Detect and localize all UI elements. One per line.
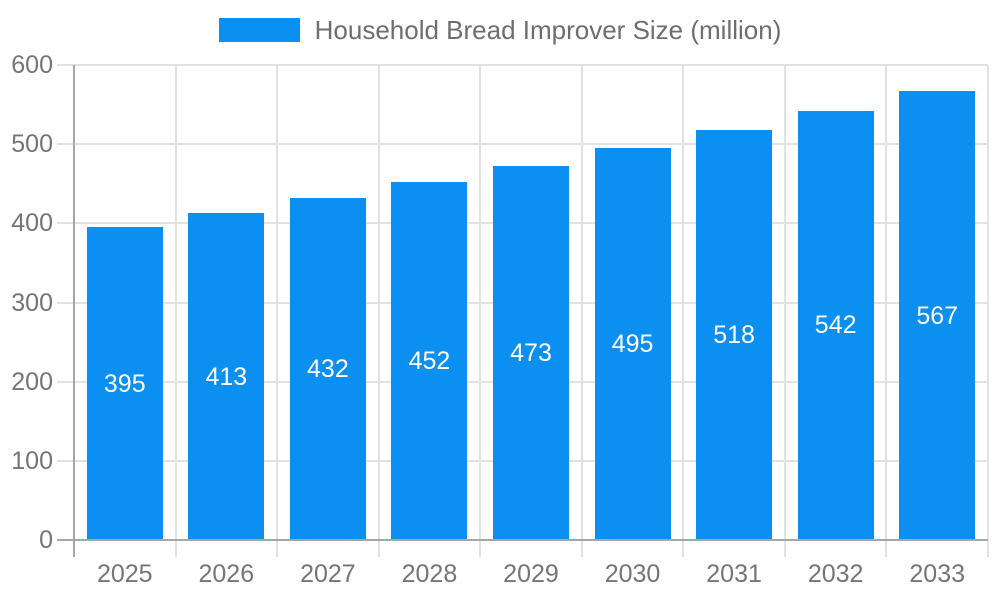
bar-value-label: 518 xyxy=(713,320,755,349)
x-gridline xyxy=(682,65,685,540)
bar-2031[interactable] xyxy=(696,129,773,540)
x-tick xyxy=(580,540,583,557)
x-tick xyxy=(479,540,482,557)
x-tick xyxy=(885,540,888,557)
x-tick-label-2031: 2031 xyxy=(706,560,762,588)
x-gridline xyxy=(479,65,482,540)
legend[interactable]: Household Bread Improver Size (million) xyxy=(0,14,1000,45)
bar-value-label: 395 xyxy=(103,369,146,398)
x-axis-line xyxy=(57,539,988,541)
x-gridline xyxy=(885,65,888,540)
bar-value-label: 413 xyxy=(205,362,248,391)
y-gridline xyxy=(74,64,988,66)
y-axis-line xyxy=(73,65,75,557)
bar-2029[interactable] xyxy=(493,165,569,540)
bar-value-label: 473 xyxy=(510,338,552,367)
bar-value-label: 567 xyxy=(916,301,959,330)
x-gridline xyxy=(174,65,177,540)
bar-2027[interactable] xyxy=(289,198,366,540)
y-tick-label-300: 300 xyxy=(11,288,53,317)
x-tick xyxy=(783,540,786,557)
x-tick-label-2030: 2030 xyxy=(604,560,661,588)
y-tick xyxy=(57,301,74,304)
x-tick-label-2025: 2025 xyxy=(96,560,153,588)
y-tick xyxy=(57,380,74,383)
bar-value-label: 495 xyxy=(611,330,654,359)
y-tick-label-500: 500 xyxy=(11,130,53,159)
y-tick xyxy=(57,459,74,462)
x-gridline xyxy=(783,65,786,540)
x-gridline xyxy=(580,65,583,540)
x-tick xyxy=(276,540,279,557)
x-tick xyxy=(682,540,685,557)
x-tick-label-2029: 2029 xyxy=(503,560,559,588)
x-gridline xyxy=(276,65,279,540)
bar-2026[interactable] xyxy=(188,213,265,540)
x-tick xyxy=(987,540,989,557)
y-tick-label-200: 200 xyxy=(11,367,53,396)
x-tick-label-2026: 2026 xyxy=(198,560,255,588)
y-tick-label-600: 600 xyxy=(11,51,53,79)
bar-2030[interactable] xyxy=(594,148,671,540)
bar-value-label: 452 xyxy=(408,347,451,376)
bar-2025[interactable] xyxy=(86,227,163,540)
y-tick xyxy=(57,143,74,146)
bar-value-label: 432 xyxy=(307,355,349,383)
x-gridline xyxy=(987,65,989,540)
legend-swatch xyxy=(218,18,300,42)
x-gridline xyxy=(377,65,380,540)
x-tick xyxy=(174,540,177,557)
x-tick-label-2032: 2032 xyxy=(807,560,864,588)
bar-value-label: 542 xyxy=(814,311,857,340)
y-tick xyxy=(57,64,74,66)
y-tick-label-400: 400 xyxy=(11,209,53,238)
y-tick xyxy=(57,222,74,225)
y-tick-label-0: 0 xyxy=(39,526,53,554)
x-tick-label-2028: 2028 xyxy=(401,560,458,588)
bar-2033[interactable] xyxy=(899,91,976,540)
x-tick-label-2033: 2033 xyxy=(909,560,966,588)
x-tick-label-2027: 2027 xyxy=(300,560,356,588)
bar-2032[interactable] xyxy=(797,110,874,540)
y-tick-label-100: 100 xyxy=(11,446,53,475)
bar-2028[interactable] xyxy=(391,182,468,540)
y-gridline xyxy=(74,143,988,146)
legend-label: Household Bread Improver Size (million) xyxy=(314,14,782,45)
x-tick xyxy=(377,540,380,557)
